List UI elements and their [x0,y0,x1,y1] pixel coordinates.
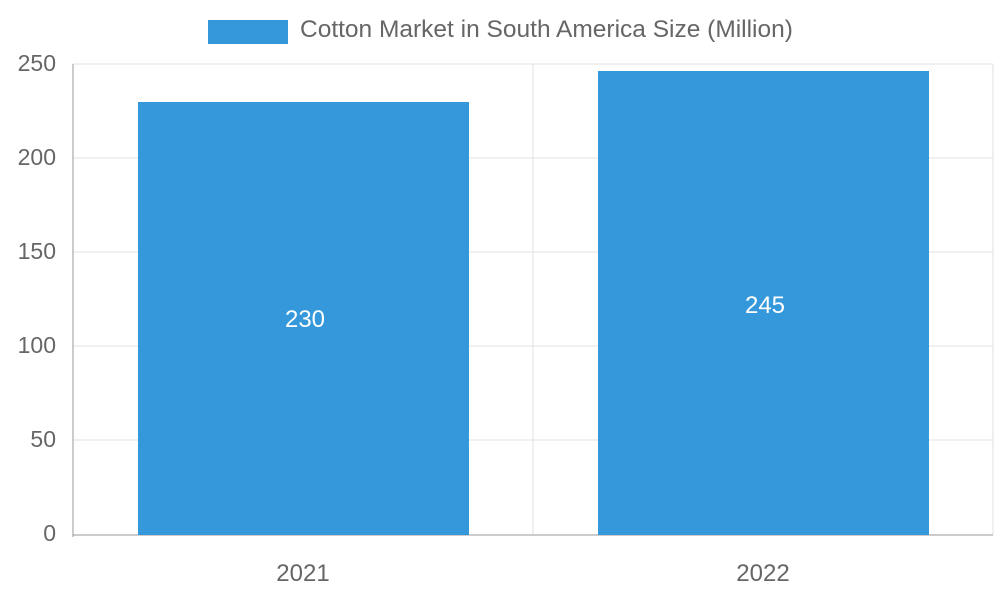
svg-text:2022: 2022 [736,560,789,587]
svg-text:150: 150 [18,238,56,264]
svg-text:0: 0 [43,520,56,546]
svg-text:200: 200 [18,144,56,170]
svg-text:100: 100 [18,332,56,358]
svg-text:250: 250 [18,50,56,76]
svg-text:230: 230 [285,306,325,333]
svg-text:50: 50 [30,426,56,452]
svg-text:Cotton Market in South America: Cotton Market in South America Size (Mil… [300,16,793,43]
svg-text:245: 245 [745,292,785,319]
svg-text:2021: 2021 [276,560,329,587]
